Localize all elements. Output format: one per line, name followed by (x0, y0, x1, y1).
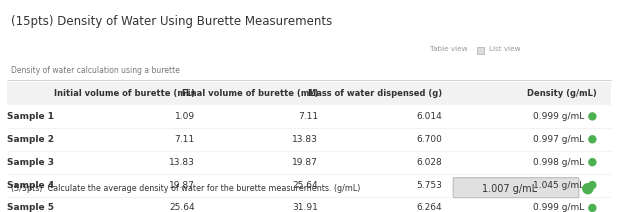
Text: Sample 4: Sample 4 (7, 181, 54, 190)
Circle shape (589, 181, 596, 189)
Text: 0.999 g/mL: 0.999 g/mL (533, 204, 585, 212)
Circle shape (589, 204, 596, 212)
Text: 25.64: 25.64 (169, 204, 195, 212)
Text: 6.014: 6.014 (416, 112, 442, 121)
Text: 5.753: 5.753 (416, 181, 442, 190)
Text: Density of water calculation using a burette: Density of water calculation using a bur… (11, 66, 180, 75)
Circle shape (589, 159, 596, 166)
Text: (5/5pts)  Calculate the average density of water for the burette measurements. (: (5/5pts) Calculate the average density o… (11, 184, 360, 193)
Text: Mass of water dispensed (g): Mass of water dispensed (g) (308, 89, 442, 98)
Circle shape (583, 184, 593, 194)
Text: 6.028: 6.028 (416, 158, 442, 167)
Text: 7.11: 7.11 (174, 135, 195, 144)
Text: 19.87: 19.87 (169, 181, 195, 190)
Text: Sample 1: Sample 1 (7, 112, 54, 121)
Text: 0.997 g/mL: 0.997 g/mL (533, 135, 585, 144)
Circle shape (589, 113, 596, 120)
Text: List view: List view (489, 46, 521, 52)
Text: Table view: Table view (430, 46, 467, 52)
Circle shape (589, 136, 596, 143)
Text: Density (g/mL): Density (g/mL) (527, 89, 596, 98)
Text: 1.045 g/mL: 1.045 g/mL (533, 181, 585, 190)
Text: 7.11: 7.11 (298, 112, 318, 121)
Text: Initial volume of burette (mL): Initial volume of burette (mL) (54, 89, 195, 98)
FancyBboxPatch shape (7, 82, 611, 105)
Text: 1.007 g/mL: 1.007 g/mL (482, 184, 538, 194)
Text: 13.83: 13.83 (292, 135, 318, 144)
Text: 1.09: 1.09 (174, 112, 195, 121)
Text: Sample 3: Sample 3 (7, 158, 54, 167)
FancyBboxPatch shape (477, 47, 484, 54)
Text: 13.83: 13.83 (169, 158, 195, 167)
FancyBboxPatch shape (453, 178, 579, 198)
Text: 6.700: 6.700 (416, 135, 442, 144)
Text: 19.87: 19.87 (292, 158, 318, 167)
Text: 25.64: 25.64 (293, 181, 318, 190)
Text: Sample 2: Sample 2 (7, 135, 54, 144)
Text: Sample 5: Sample 5 (7, 204, 54, 212)
Text: (15pts) Density of Water Using Burette Measurements: (15pts) Density of Water Using Burette M… (11, 15, 332, 28)
Text: 0.999 g/mL: 0.999 g/mL (533, 112, 585, 121)
Text: 31.91: 31.91 (292, 204, 318, 212)
Text: Final volume of burette (mL): Final volume of burette (mL) (182, 89, 318, 98)
Text: 6.264: 6.264 (417, 204, 442, 212)
Text: 0.998 g/mL: 0.998 g/mL (533, 158, 585, 167)
